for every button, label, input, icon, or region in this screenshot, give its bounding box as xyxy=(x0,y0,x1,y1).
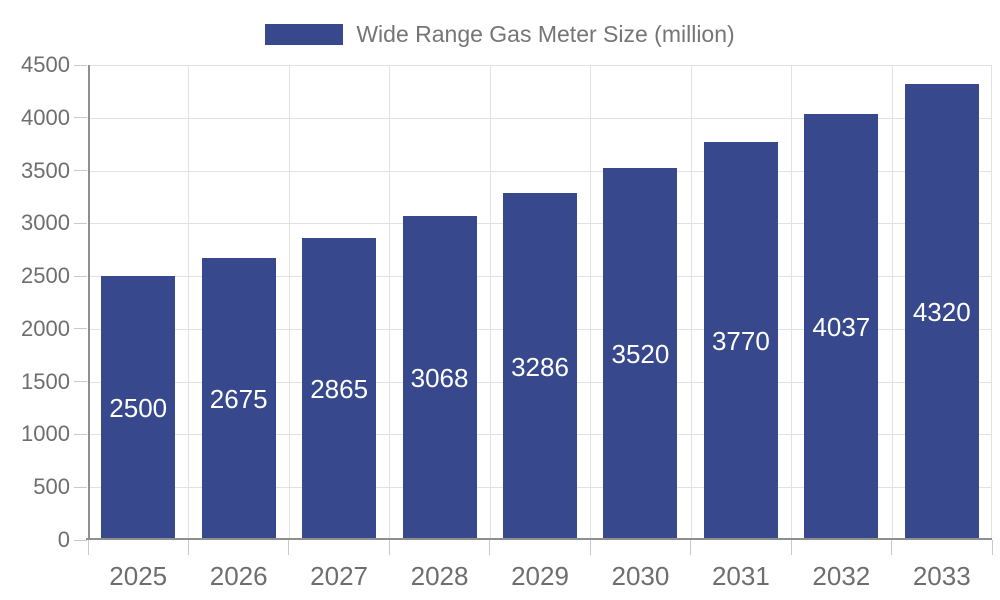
x-axis-tick xyxy=(87,540,89,555)
bar[interactable]: 4037 xyxy=(804,113,879,540)
plot-border-right xyxy=(991,65,992,540)
bar[interactable]: 2500 xyxy=(101,276,176,540)
x-axis-tick xyxy=(790,540,792,555)
y-axis-label: 500 xyxy=(33,474,70,500)
bar[interactable]: 2675 xyxy=(201,257,276,540)
x-axis-label: 2030 xyxy=(611,561,670,591)
bar[interactable]: 4320 xyxy=(904,84,979,540)
gridline-vertical xyxy=(590,65,592,540)
bar[interactable]: 3770 xyxy=(703,142,778,540)
y-axis-tick xyxy=(74,170,87,172)
y-axis-line xyxy=(88,65,90,540)
y-axis-label: 1000 xyxy=(21,421,70,447)
y-axis-label: 3000 xyxy=(21,210,70,236)
y-axis-label: 3500 xyxy=(21,157,70,183)
x-axis-tick xyxy=(388,540,390,555)
bar-value-label: 3520 xyxy=(611,339,670,370)
gridline-vertical xyxy=(791,65,793,540)
x-axis-label: 2026 xyxy=(209,561,268,591)
gridline-vertical xyxy=(288,65,290,540)
legend[interactable]: Wide Range Gas Meter Size (million) xyxy=(0,21,1000,48)
x-axis-line xyxy=(86,538,992,540)
bar[interactable]: 3068 xyxy=(402,216,477,540)
y-axis-label: 4000 xyxy=(21,104,70,130)
y-axis-tick xyxy=(74,539,87,541)
gridline-vertical xyxy=(891,65,893,540)
bar-value-label: 3068 xyxy=(410,363,469,394)
y-axis-label: 1500 xyxy=(21,368,70,394)
x-axis-tick xyxy=(690,540,692,555)
x-axis-label: 2031 xyxy=(711,561,770,591)
x-axis-label: 2027 xyxy=(310,561,369,591)
y-axis-tick xyxy=(74,222,87,224)
gridline-horizontal xyxy=(88,117,992,119)
y-axis-label: 4500 xyxy=(21,52,70,77)
bar-value-label: 2675 xyxy=(209,383,268,414)
bar[interactable]: 2865 xyxy=(302,237,377,540)
x-axis-tick xyxy=(891,540,893,555)
bar-value-label: 3286 xyxy=(511,351,569,382)
y-axis-label: 2500 xyxy=(21,263,70,289)
gridline-vertical xyxy=(489,65,491,540)
x-axis-tick xyxy=(187,540,189,555)
bar-value-label: 2500 xyxy=(109,393,168,424)
gridline-vertical xyxy=(690,65,692,540)
bar[interactable]: 3286 xyxy=(503,193,577,540)
y-axis-tick xyxy=(74,64,87,66)
gridline-horizontal xyxy=(88,170,992,172)
x-axis-label: 2032 xyxy=(812,561,871,591)
y-axis-tick xyxy=(74,433,87,435)
plot-border-top xyxy=(88,65,992,66)
x-axis-label: 2029 xyxy=(511,561,569,591)
gridline-vertical xyxy=(188,65,190,540)
x-axis-label: 2028 xyxy=(410,561,469,591)
y-axis-tick xyxy=(74,117,87,119)
y-axis-tick xyxy=(74,381,87,383)
bar-value-label: 4037 xyxy=(812,311,871,342)
bar[interactable]: 3520 xyxy=(603,168,678,540)
y-axis-tick xyxy=(74,328,87,330)
x-axis-tick xyxy=(489,540,491,555)
x-axis-label: 2033 xyxy=(912,561,971,591)
y-axis-label: 0 xyxy=(57,527,70,552)
bar-value-label: 2865 xyxy=(310,373,369,404)
x-axis-tick xyxy=(288,540,290,555)
x-axis-tick xyxy=(991,540,993,555)
y-axis-tick xyxy=(74,486,87,488)
gridline-vertical xyxy=(389,65,391,540)
legend-swatch xyxy=(265,24,344,45)
legend-label: Wide Range Gas Meter Size (million) xyxy=(356,21,735,47)
plot-area: 0 500 1000 1500 2000 2500 3000 3500 4000 4500 2025… xyxy=(21,52,993,591)
y-axis-tick xyxy=(74,275,87,277)
x-axis-tick xyxy=(589,540,591,555)
bar-value-label: 3770 xyxy=(711,326,770,357)
x-axis-label: 2025 xyxy=(109,561,168,591)
bar-value-label: 4320 xyxy=(912,297,971,327)
y-axis-label: 2000 xyxy=(21,315,70,341)
